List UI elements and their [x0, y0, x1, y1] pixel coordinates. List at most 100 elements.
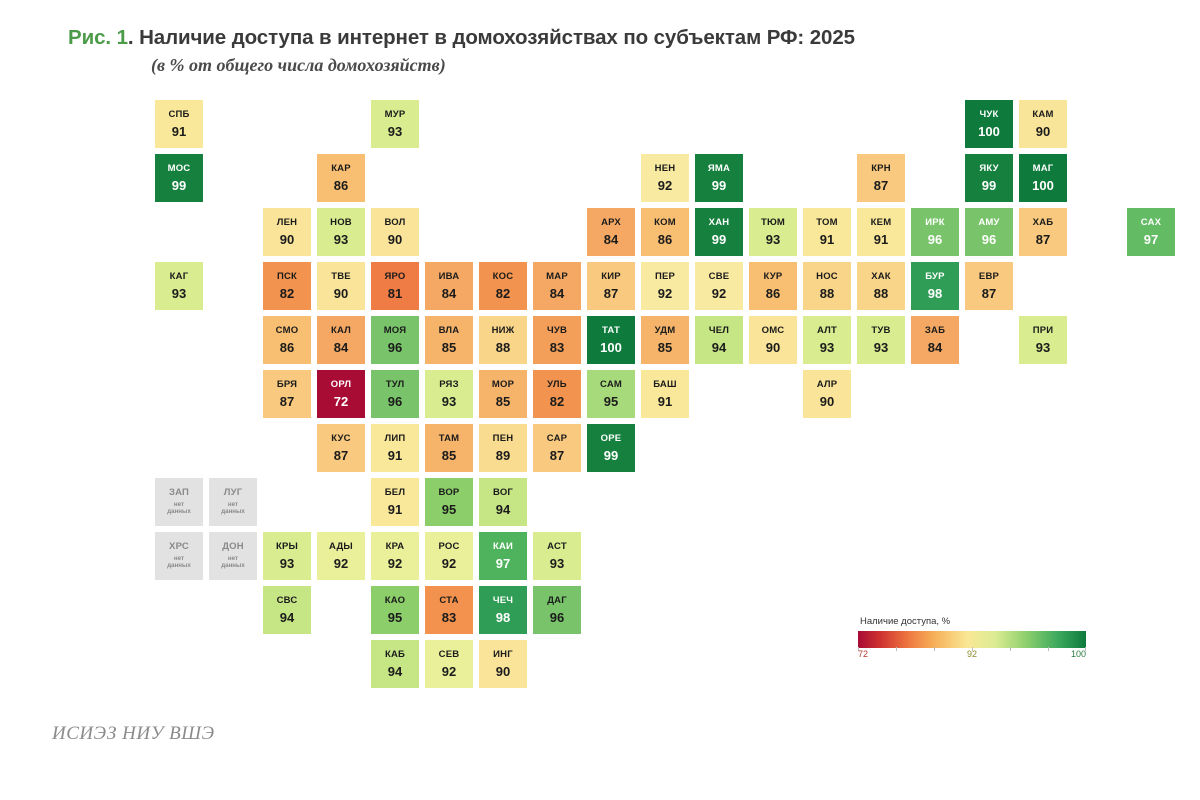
region-tile: ИВА 84: [425, 262, 473, 310]
region-value: 100: [600, 339, 622, 355]
region-tile: БЕЛ 91: [371, 478, 419, 526]
region-value: 87: [333, 447, 349, 463]
region-value: 94: [711, 339, 727, 355]
region-code: ПЕР: [654, 271, 676, 283]
legend-tick-min: 72: [858, 649, 869, 659]
region-value: 92: [441, 663, 457, 679]
figure-label: Рис. 1: [68, 26, 128, 49]
region-tile: ЧЕЛ 94: [695, 316, 743, 364]
region-tile: КЕМ 91: [857, 208, 905, 256]
no-data-label: нет данных: [221, 500, 245, 516]
region-code: ЕВР: [978, 271, 1000, 283]
region-tile: ЛИП 91: [371, 424, 419, 472]
region-value: 86: [765, 285, 781, 301]
region-tile: МОС 99: [155, 154, 203, 202]
region-code: КУС: [331, 433, 351, 445]
region-tile: ДОН нет данных: [209, 532, 257, 580]
region-tile: ХАК 88: [857, 262, 905, 310]
region-value: 84: [333, 339, 349, 355]
region-tile: ОРЛ 72: [317, 370, 365, 418]
region-code: КРН: [871, 163, 891, 175]
region-value: 96: [981, 231, 997, 247]
region-value: 85: [441, 447, 457, 463]
region-value: 87: [549, 447, 565, 463]
region-tile: КОМ 86: [641, 208, 689, 256]
region-value: 85: [657, 339, 673, 355]
region-value: 93: [279, 555, 295, 571]
region-code: КАБ: [384, 649, 406, 661]
region-value: 91: [657, 393, 673, 409]
region-code: БУР: [925, 271, 945, 283]
region-code: ЛИП: [384, 433, 406, 445]
region-value: 84: [549, 285, 565, 301]
region-tile: СМО 86: [263, 316, 311, 364]
region-tile: КРА 92: [371, 532, 419, 580]
region-tile: КАИ 97: [479, 532, 527, 580]
region-code: АЛР: [816, 379, 838, 391]
region-code: АМУ: [978, 217, 1000, 229]
region-code: ТВЕ: [331, 271, 351, 283]
region-tile: МАГ 100: [1019, 154, 1067, 202]
region-value: 94: [279, 609, 295, 625]
region-code: ОРЛ: [330, 379, 352, 391]
region-value: 87: [1035, 231, 1051, 247]
region-tile: КАЛ 84: [317, 316, 365, 364]
region-code: МУР: [384, 109, 406, 121]
region-code: ЯМА: [707, 163, 731, 175]
source-footer: ИСИЭЗ НИУ ВШЭ: [52, 723, 215, 744]
region-value: 91: [819, 231, 835, 247]
region-tile: МОЯ 96: [371, 316, 419, 364]
region-tile: СВС 94: [263, 586, 311, 634]
region-value: 82: [549, 393, 565, 409]
region-tile: КРН 87: [857, 154, 905, 202]
region-value: 88: [495, 339, 511, 355]
region-tile: ТЮМ 93: [749, 208, 797, 256]
region-tile: ХАБ 87: [1019, 208, 1067, 256]
region-code: ЧУК: [979, 109, 999, 121]
region-value: 87: [279, 393, 295, 409]
region-tile: БРЯ 87: [263, 370, 311, 418]
region-value: 97: [495, 555, 511, 571]
region-code: ЧУВ: [546, 325, 568, 337]
region-tile: МАР 84: [533, 262, 581, 310]
region-code: БРЯ: [276, 379, 298, 391]
region-tile: НЕН 92: [641, 154, 689, 202]
region-tile: ПРИ 93: [1019, 316, 1067, 364]
region-tile: КАБ 94: [371, 640, 419, 688]
region-tile: САР 87: [533, 424, 581, 472]
region-tile: КАР 86: [317, 154, 365, 202]
region-code: МАР: [546, 271, 568, 283]
region-code: АЛТ: [816, 325, 838, 337]
region-value: 90: [495, 663, 511, 679]
region-tile: ТУВ 93: [857, 316, 905, 364]
region-code: НОВ: [330, 217, 352, 229]
region-tile: ЗАБ 84: [911, 316, 959, 364]
region-code: ТАТ: [602, 325, 620, 337]
region-code: АДЫ: [329, 541, 353, 553]
region-code: КОС: [492, 271, 514, 283]
region-value: 93: [1035, 339, 1051, 355]
region-code: КАИ: [492, 541, 514, 553]
region-value: 92: [387, 555, 403, 571]
region-code: АРХ: [601, 217, 621, 229]
region-tile: ЛУГ нет данных: [209, 478, 257, 526]
region-value: 72: [333, 393, 349, 409]
region-code: КРЫ: [275, 541, 299, 553]
region-tile: КАО 95: [371, 586, 419, 634]
region-code: КРА: [385, 541, 405, 553]
region-code: ЯКУ: [979, 163, 999, 175]
region-tile: МОР 85: [479, 370, 527, 418]
region-value: 90: [333, 285, 349, 301]
legend-caption: Наличие доступа, %: [860, 616, 951, 627]
region-code: ХРС: [169, 541, 189, 552]
region-value: 99: [981, 177, 997, 193]
region-value: 90: [279, 231, 295, 247]
region-value: 84: [927, 339, 943, 355]
region-value: 95: [441, 501, 457, 517]
region-value: 87: [603, 285, 619, 301]
region-code: СЕВ: [438, 649, 460, 661]
region-code: ХАК: [871, 271, 891, 283]
region-value: 82: [279, 285, 295, 301]
region-tile: АЛТ 93: [803, 316, 851, 364]
